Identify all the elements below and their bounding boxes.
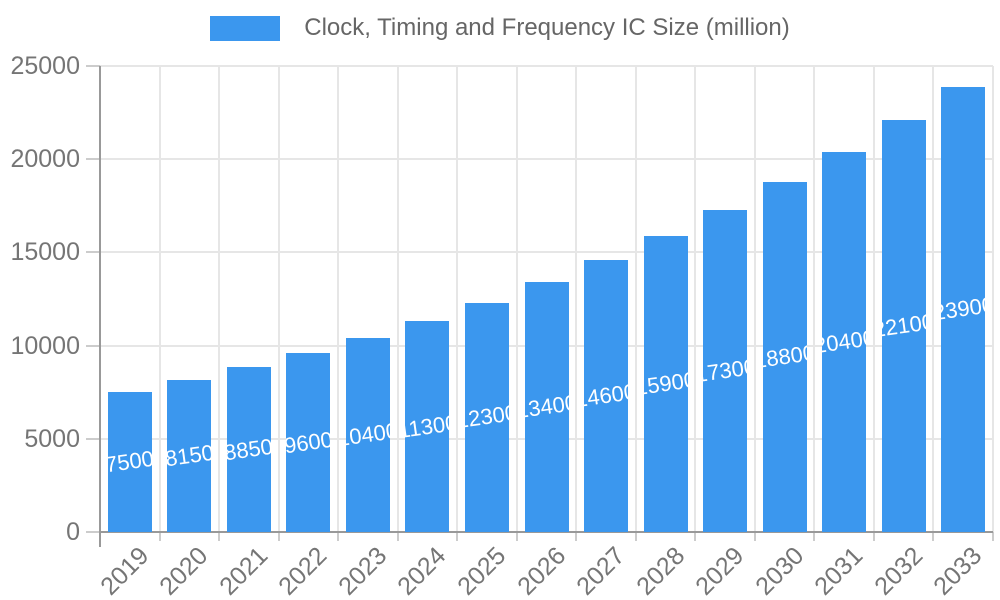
x-axis-tick xyxy=(158,532,161,541)
y-axis-tick xyxy=(86,65,100,67)
v-gridline xyxy=(694,66,697,532)
bar-2019[interactable]: 7500 xyxy=(107,392,152,532)
y-axis-label: 5000 xyxy=(24,424,80,453)
bar-value-label: 11300 xyxy=(405,409,450,443)
v-gridline xyxy=(396,66,399,532)
x-axis-tick xyxy=(992,532,994,541)
x-axis-tick xyxy=(872,532,875,541)
bar-2027[interactable]: 14600 xyxy=(584,259,629,532)
bar-value-label: 23900 xyxy=(941,292,986,326)
y-axis-tick xyxy=(86,344,100,347)
bar-value-label: 20400 xyxy=(822,324,867,359)
v-gridline xyxy=(158,66,161,532)
x-axis-tick xyxy=(634,532,637,541)
bar-2021[interactable]: 8850 xyxy=(226,367,271,532)
v-gridline xyxy=(277,66,280,532)
bar-2022[interactable]: 9600 xyxy=(286,353,331,532)
bar-value-label: 22100 xyxy=(881,308,926,343)
bar-value-label: 12300 xyxy=(464,400,509,434)
bar-2032[interactable]: 22100 xyxy=(881,120,926,532)
y-axis-tick xyxy=(86,437,100,440)
h-gridline xyxy=(100,65,993,67)
legend-swatch xyxy=(210,15,281,41)
bar-2023[interactable]: 10400 xyxy=(345,338,390,532)
v-gridline xyxy=(337,66,340,532)
x-axis-tick xyxy=(932,532,935,541)
y-axis-line xyxy=(99,66,101,547)
y-axis-tick xyxy=(86,158,100,161)
v-gridline xyxy=(813,66,816,532)
x-axis-tick xyxy=(515,532,518,541)
y-axis-tick xyxy=(86,531,100,533)
bar-2025[interactable]: 12300 xyxy=(464,302,509,532)
bar-value-label: 10400 xyxy=(345,417,390,452)
bar-2028[interactable]: 15900 xyxy=(643,235,688,532)
x-axis-tick xyxy=(218,532,221,541)
y-axis-label: 25000 xyxy=(10,52,80,80)
bar-value-label: 17300 xyxy=(703,353,748,387)
bar-2029[interactable]: 17300 xyxy=(703,209,748,532)
bar-value-label: 14600 xyxy=(584,378,629,413)
v-gridline xyxy=(456,66,459,532)
x-axis-tick xyxy=(277,532,280,541)
x-axis-line xyxy=(99,531,993,533)
y-axis-label: 15000 xyxy=(10,238,80,267)
bar-value-label: 8150 xyxy=(167,439,212,472)
v-gridline xyxy=(515,66,518,532)
x-axis-tick xyxy=(396,532,399,541)
x-axis-tick xyxy=(337,532,340,541)
v-gridline xyxy=(872,66,875,532)
y-axis-label: 20000 xyxy=(10,145,80,174)
x-axis-tick xyxy=(753,532,756,541)
bar-2030[interactable]: 18800 xyxy=(762,181,807,532)
x-axis-tick xyxy=(694,532,697,541)
legend[interactable]: Clock, Timing and Frequency IC Size (mil… xyxy=(0,14,1000,42)
bar-2024[interactable]: 11300 xyxy=(405,321,450,532)
x-axis-label: 2019 xyxy=(95,541,155,600)
bar-value-label: 8850 xyxy=(226,433,271,465)
y-axis-label: 0 xyxy=(66,518,80,546)
y-axis-tick xyxy=(86,251,100,254)
v-gridline xyxy=(932,66,935,532)
bar-2031[interactable]: 20400 xyxy=(822,151,867,532)
x-axis-tick xyxy=(575,532,578,541)
bar-value-label: 7500 xyxy=(107,445,152,478)
v-gridline xyxy=(218,66,221,532)
y-axis-label: 10000 xyxy=(10,331,80,360)
x-axis-tick xyxy=(813,532,816,541)
legend-label: Clock, Timing and Frequency IC Size (mil… xyxy=(304,14,790,41)
v-gridline xyxy=(992,66,994,532)
bar-2020[interactable]: 8150 xyxy=(167,380,212,532)
v-gridline xyxy=(753,66,756,532)
bar-value-label: 9600 xyxy=(286,426,331,458)
h-gridline xyxy=(100,251,993,254)
v-gridline xyxy=(634,66,637,532)
bar-2033[interactable]: 23900 xyxy=(941,86,986,532)
bar-value-label: 13400 xyxy=(524,389,569,424)
h-gridline xyxy=(100,158,993,161)
x-axis-tick xyxy=(456,532,459,541)
bar-value-label: 15900 xyxy=(643,366,688,400)
v-gridline xyxy=(575,66,578,532)
bar-value-label: 18800 xyxy=(762,339,807,373)
bar-2026[interactable]: 13400 xyxy=(524,282,569,532)
